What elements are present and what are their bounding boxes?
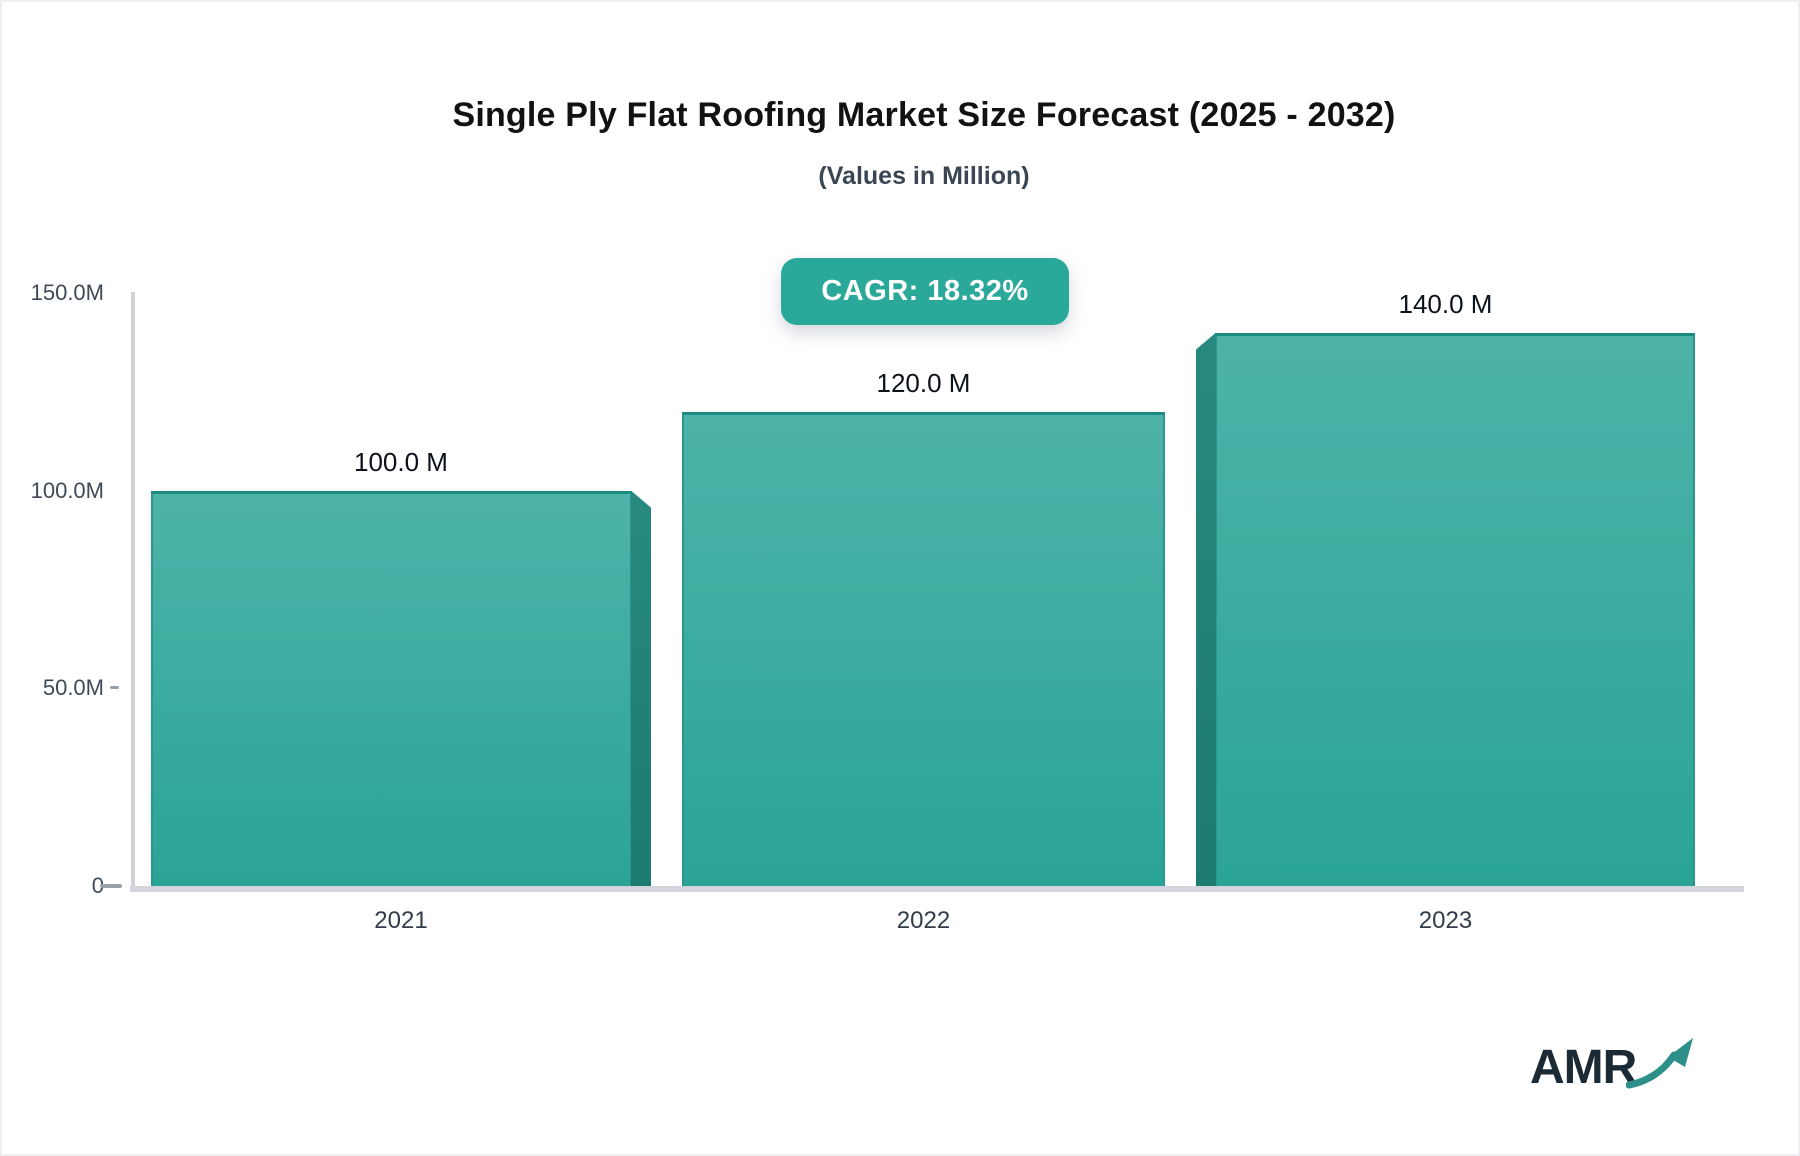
amr-logo: AMR bbox=[1530, 1037, 1696, 1095]
y-tick-mark bbox=[110, 686, 119, 690]
bar-3d-side bbox=[1196, 332, 1216, 886]
x-tick-label: 2023 bbox=[1418, 907, 1473, 934]
y-axis-line bbox=[131, 292, 135, 886]
x-tick-label: 2021 bbox=[374, 907, 428, 934]
y-tick-label: 150.0M bbox=[30, 280, 104, 305]
y-tick-mark bbox=[100, 884, 122, 888]
chart-title: Single Ply Flat Roofing Market Size Fore… bbox=[452, 96, 1396, 134]
trending-up-arrow-icon bbox=[1626, 1037, 1694, 1088]
cagr-badge: CAGR: 18.32% bbox=[781, 258, 1069, 325]
y-tick-label: 50.0M bbox=[42, 675, 104, 701]
bar-3d-side bbox=[631, 490, 651, 886]
chart-subtitle: (Values in Million) bbox=[818, 162, 1030, 190]
logo-text: AMR bbox=[1530, 1041, 1637, 1094]
x-tick-label: 2022 bbox=[896, 907, 951, 934]
bar-value-label: 120.0 M bbox=[876, 367, 971, 398]
y-tick-label: 100.0M bbox=[30, 477, 104, 503]
bar-value-label: 100.0 M bbox=[354, 446, 448, 477]
bar-2021 bbox=[151, 490, 632, 886]
bar-value-label: 140.0 M bbox=[1398, 288, 1493, 319]
bar-2022 bbox=[682, 411, 1165, 886]
bar-2023 bbox=[1215, 332, 1695, 886]
y-tick-label: 0 bbox=[91, 873, 104, 898]
cagr-badge-label: CAGR: 18.32% bbox=[821, 275, 1029, 307]
x-axis-line bbox=[130, 886, 1744, 892]
